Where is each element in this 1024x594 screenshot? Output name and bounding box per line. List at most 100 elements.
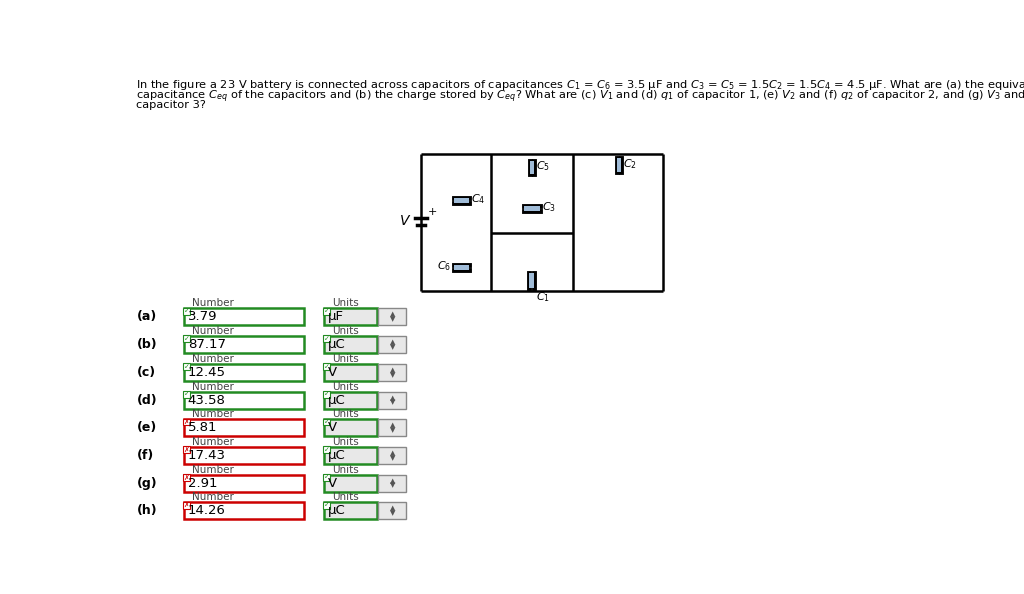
- FancyBboxPatch shape: [324, 474, 331, 481]
- Text: 12.45: 12.45: [187, 366, 225, 379]
- FancyBboxPatch shape: [324, 336, 377, 353]
- Text: ✓: ✓: [324, 391, 330, 397]
- Text: Number: Number: [191, 409, 233, 419]
- Text: Units: Units: [332, 354, 358, 364]
- Text: 14.26: 14.26: [187, 504, 225, 517]
- Text: Number: Number: [191, 381, 233, 391]
- Text: Number: Number: [191, 354, 233, 364]
- Text: ✓: ✓: [183, 364, 189, 369]
- Text: ✗: ✗: [183, 447, 189, 453]
- FancyBboxPatch shape: [324, 503, 377, 519]
- Text: 3.79: 3.79: [187, 311, 217, 323]
- FancyBboxPatch shape: [378, 475, 407, 492]
- Text: $C_6$: $C_6$: [437, 259, 452, 273]
- Text: Units: Units: [332, 326, 358, 336]
- FancyBboxPatch shape: [183, 391, 190, 398]
- Text: μC: μC: [328, 338, 346, 351]
- Text: ✓: ✓: [324, 447, 330, 453]
- Text: 43.58: 43.58: [187, 394, 225, 406]
- Bar: [454, 266, 469, 270]
- FancyBboxPatch shape: [183, 308, 190, 315]
- FancyBboxPatch shape: [324, 419, 331, 425]
- FancyBboxPatch shape: [324, 308, 377, 326]
- Text: ▲: ▲: [389, 367, 395, 373]
- FancyBboxPatch shape: [324, 475, 377, 492]
- Text: ▲: ▲: [389, 450, 395, 456]
- FancyBboxPatch shape: [324, 308, 331, 315]
- Text: ✗: ✗: [183, 419, 189, 425]
- FancyBboxPatch shape: [183, 363, 190, 370]
- Text: Number: Number: [191, 326, 233, 336]
- FancyBboxPatch shape: [183, 503, 304, 519]
- Bar: [529, 160, 534, 175]
- Text: μC: μC: [328, 449, 346, 462]
- Bar: [616, 158, 621, 172]
- Text: +: +: [428, 207, 437, 217]
- Text: ✓: ✓: [183, 308, 189, 314]
- Text: Units: Units: [332, 409, 358, 419]
- Text: ▼: ▼: [389, 372, 395, 378]
- Text: ✓: ✓: [324, 475, 330, 481]
- Text: capacitor 3?: capacitor 3?: [136, 100, 206, 110]
- FancyBboxPatch shape: [378, 391, 407, 409]
- Text: ✗: ✗: [183, 475, 189, 481]
- Text: V: V: [328, 366, 337, 379]
- Text: (c): (c): [137, 366, 157, 379]
- Text: ▲: ▲: [389, 422, 395, 428]
- Text: Units: Units: [332, 492, 358, 503]
- FancyBboxPatch shape: [183, 419, 190, 425]
- FancyBboxPatch shape: [324, 364, 377, 381]
- Bar: [524, 206, 540, 211]
- Text: capacitance $C_{eq}$ of the capacitors and (b) the charge stored by $C_{eq}$? Wh: capacitance $C_{eq}$ of the capacitors a…: [136, 89, 1024, 105]
- Text: Number: Number: [191, 437, 233, 447]
- Text: Units: Units: [332, 465, 358, 475]
- Text: Number: Number: [191, 492, 233, 503]
- Text: ✓: ✓: [324, 502, 330, 508]
- FancyBboxPatch shape: [183, 419, 304, 436]
- FancyBboxPatch shape: [378, 419, 407, 436]
- Text: (g): (g): [137, 477, 158, 489]
- Text: $C_2$: $C_2$: [623, 157, 637, 170]
- Text: ▲: ▲: [389, 505, 395, 511]
- FancyBboxPatch shape: [378, 503, 407, 519]
- FancyBboxPatch shape: [324, 336, 331, 342]
- Text: ▲: ▲: [389, 312, 395, 318]
- FancyBboxPatch shape: [183, 446, 190, 453]
- Bar: [529, 273, 535, 289]
- FancyBboxPatch shape: [183, 336, 190, 342]
- Text: (d): (d): [137, 394, 158, 406]
- FancyBboxPatch shape: [324, 391, 377, 409]
- Text: ✓: ✓: [324, 336, 330, 342]
- Text: $C_4$: $C_4$: [471, 192, 485, 206]
- FancyBboxPatch shape: [324, 391, 331, 398]
- Text: $V$: $V$: [399, 214, 412, 229]
- Text: ✓: ✓: [183, 391, 189, 397]
- Text: ▲: ▲: [389, 478, 395, 484]
- Text: Units: Units: [332, 437, 358, 447]
- Text: $C_5$: $C_5$: [536, 159, 550, 173]
- Text: ▼: ▼: [389, 316, 395, 322]
- FancyBboxPatch shape: [324, 419, 377, 436]
- FancyBboxPatch shape: [183, 308, 304, 326]
- FancyBboxPatch shape: [183, 336, 304, 353]
- FancyBboxPatch shape: [324, 446, 331, 453]
- Text: ▼: ▼: [389, 510, 395, 516]
- Text: ✗: ✗: [183, 502, 189, 508]
- Bar: [454, 198, 469, 203]
- Text: ✓: ✓: [324, 364, 330, 369]
- Text: $C_3$: $C_3$: [542, 200, 556, 214]
- Text: (a): (a): [137, 311, 158, 323]
- Text: 2.91: 2.91: [187, 477, 217, 489]
- FancyBboxPatch shape: [183, 447, 304, 464]
- FancyBboxPatch shape: [378, 308, 407, 326]
- Text: ✓: ✓: [183, 336, 189, 342]
- FancyBboxPatch shape: [378, 447, 407, 464]
- Text: (h): (h): [137, 504, 158, 517]
- Text: μC: μC: [328, 504, 346, 517]
- Text: (f): (f): [137, 449, 155, 462]
- FancyBboxPatch shape: [183, 474, 190, 481]
- Text: 17.43: 17.43: [187, 449, 225, 462]
- Text: ▲: ▲: [389, 395, 395, 401]
- Text: ▼: ▼: [389, 455, 395, 461]
- Text: $C_1$: $C_1$: [537, 290, 551, 304]
